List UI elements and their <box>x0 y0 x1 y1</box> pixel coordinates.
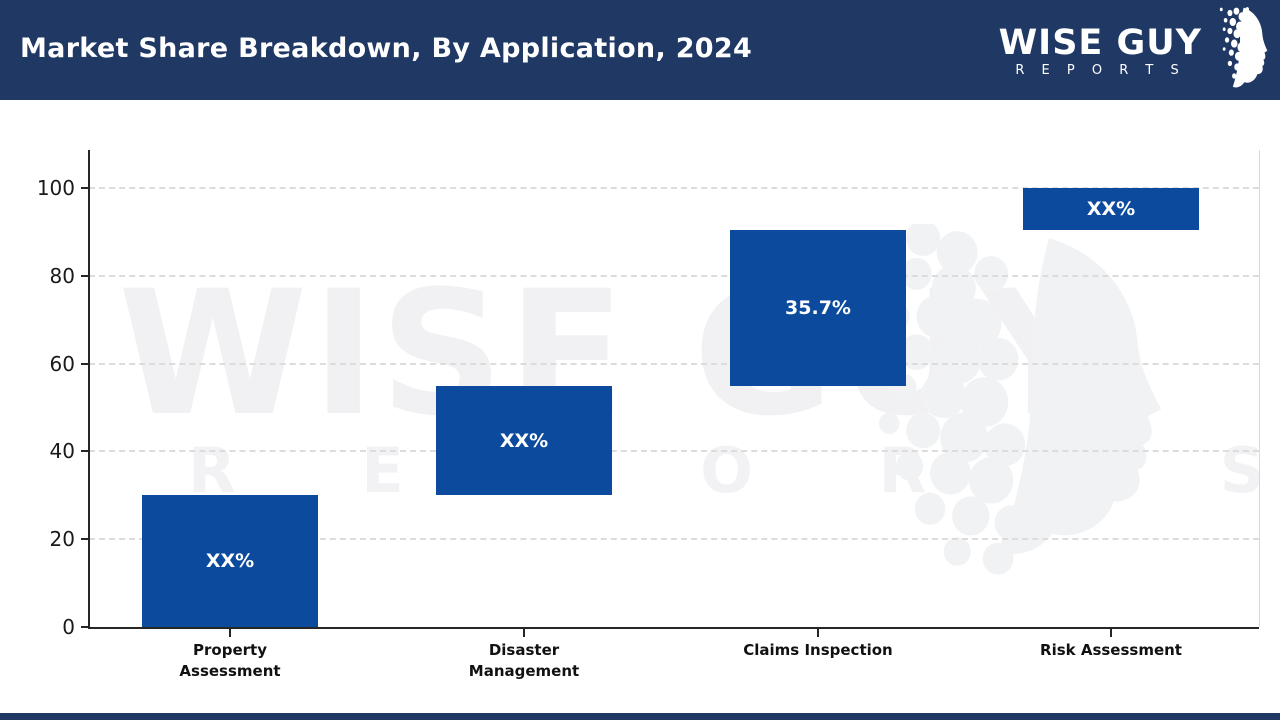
x-category-label: Risk Assessment <box>1040 641 1182 659</box>
footer-bar <box>0 713 1280 720</box>
gridline-60 <box>89 362 1259 365</box>
bar-value-label: XX% <box>1086 197 1136 220</box>
y-axis-tick <box>81 187 89 189</box>
x-category-label: Property Assessment <box>179 641 281 680</box>
bar-claims-inspection: 35.7% <box>730 229 906 387</box>
logo-head-icon <box>1219 7 1268 88</box>
bar-value-label: XX% <box>499 429 549 452</box>
bar-disaster-management: XX% <box>436 386 612 496</box>
y-tick-label: 100 <box>36 176 75 200</box>
x-axis-tick <box>817 629 819 637</box>
x-axis-tick <box>229 629 231 637</box>
gridline-80 <box>89 274 1259 277</box>
right-frame-line <box>1259 150 1260 627</box>
gridline-20 <box>89 538 1259 541</box>
bar-risk-assessment: XX% <box>1023 188 1199 230</box>
gridline-40 <box>89 450 1259 453</box>
y-axis-tick <box>81 626 89 628</box>
x-axis-tick <box>1110 629 1112 637</box>
x-axis-tick <box>523 629 525 637</box>
y-axis-tick <box>81 362 89 365</box>
bar-property-assessment: XX% <box>142 495 318 627</box>
page-title: Market Share Breakdown, By Application, … <box>20 33 753 64</box>
watermark-head-icon <box>872 224 1162 575</box>
bar-value-label: 35.7% <box>785 297 851 320</box>
header: Market Share Breakdown, By Application, … <box>0 0 1280 100</box>
y-tick-label: 20 <box>49 527 75 552</box>
y-axis-tick <box>81 538 89 541</box>
logo-subtitle: R E P O R T S <box>1015 63 1186 78</box>
gridline-100 <box>89 187 1259 189</box>
logo-wordmark: WISE GUY <box>998 23 1202 63</box>
y-tick-label: 40 <box>49 439 75 464</box>
x-axis-line <box>88 627 1259 629</box>
bar-value-label: XX% <box>205 550 255 573</box>
wise-guy-logo: WISE GUY R E P O R T S <box>999 24 1202 79</box>
y-tick-label: 80 <box>49 263 75 288</box>
y-axis-tick <box>81 274 89 277</box>
x-category-label: Disaster Management <box>468 641 580 680</box>
y-axis-tick <box>81 450 89 453</box>
y-tick-label: 60 <box>49 351 75 376</box>
y-tick-label: 0 <box>62 615 75 639</box>
x-category-label: Claims Inspection <box>743 641 893 659</box>
y-axis-line <box>88 150 90 628</box>
